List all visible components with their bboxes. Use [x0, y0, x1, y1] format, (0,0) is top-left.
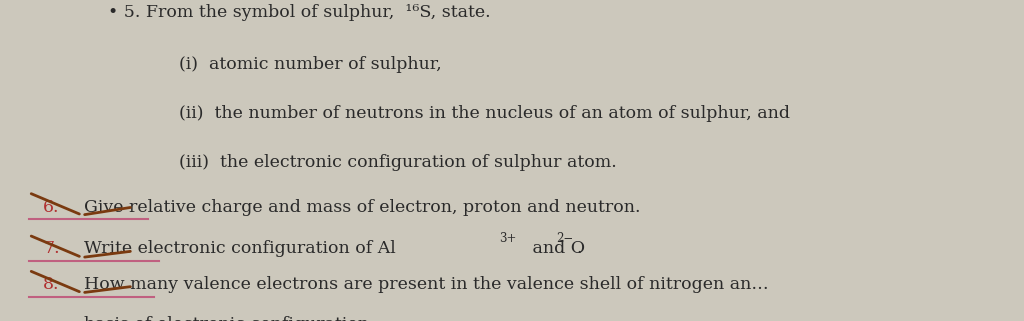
Text: • 5. From the symbol of sulphur,  ¹⁶S, state.: • 5. From the symbol of sulphur, ¹⁶S, st…: [108, 4, 490, 21]
Text: How many valence electrons are present in the valence shell of nitrogen an…: How many valence electrons are present i…: [84, 276, 769, 292]
Text: 6.: 6.: [43, 199, 59, 215]
Text: Write electronic configuration of Al: Write electronic configuration of Al: [84, 240, 395, 257]
Text: .: .: [577, 240, 582, 257]
Text: basis of electronic configuration.: basis of electronic configuration.: [84, 316, 375, 321]
Text: (i)  atomic number of sulphur,: (i) atomic number of sulphur,: [179, 56, 442, 73]
Text: (ii)  the number of neutrons in the nucleus of an atom of sulphur, and: (ii) the number of neutrons in the nucle…: [179, 106, 791, 122]
Text: Give relative charge and mass of electron, proton and neutron.: Give relative charge and mass of electro…: [84, 199, 640, 215]
Text: 7.: 7.: [43, 240, 59, 257]
Text: 2−: 2−: [556, 232, 573, 245]
Text: and O: and O: [527, 240, 586, 257]
Text: 3+: 3+: [499, 232, 516, 245]
Text: (iii)  the electronic configuration of sulphur atom.: (iii) the electronic configuration of su…: [179, 154, 616, 170]
Text: 8.: 8.: [43, 276, 59, 292]
